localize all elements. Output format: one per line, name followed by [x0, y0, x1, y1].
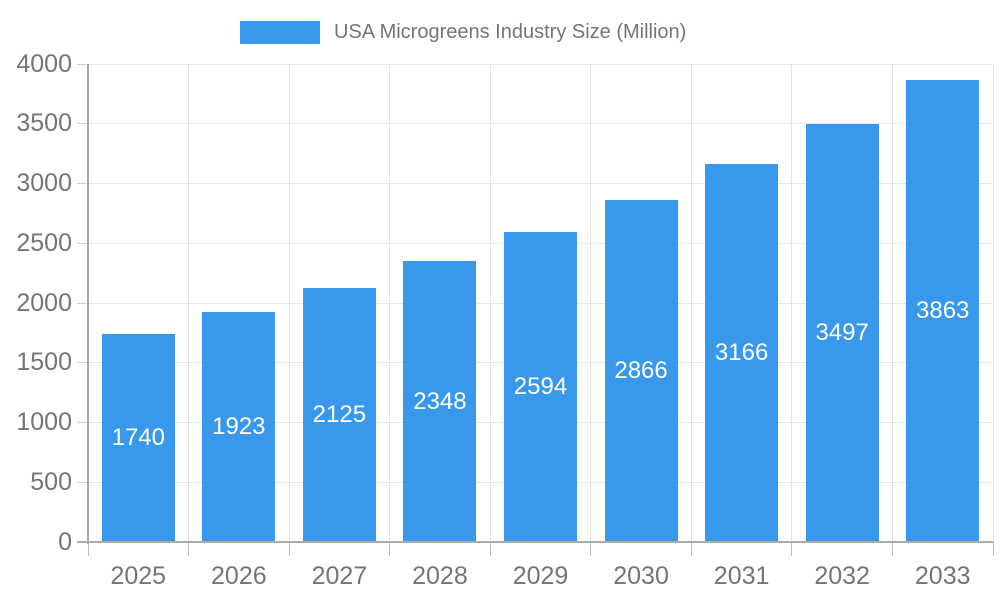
x-tick	[891, 542, 893, 556]
bar-value-label: 2348	[413, 387, 467, 415]
x-gridline	[489, 64, 491, 542]
bar-value-label: 2125	[312, 401, 367, 429]
y-tick	[77, 123, 88, 125]
x-axis-label: 2032	[814, 562, 870, 590]
y-axis-label: 1500	[16, 348, 72, 377]
x-gridline	[690, 64, 692, 542]
legend-swatch-icon	[240, 20, 320, 44]
x-axis-label: 2031	[713, 562, 770, 590]
y-axis-label: 4000	[16, 49, 72, 78]
x-axis-label: 2028	[412, 562, 468, 590]
y-axis-label: 3000	[16, 169, 72, 197]
bar-2028[interactable]: 2348	[403, 261, 477, 541]
x-axis-label: 2029	[512, 562, 569, 590]
bar-2032[interactable]: 3497	[805, 124, 879, 541]
bar-value-label: 3863	[916, 297, 970, 325]
y-axis-label: 3500	[16, 109, 72, 138]
x-gridline	[389, 64, 391, 542]
x-axis-line	[77, 541, 993, 543]
x-axis-label: 2026	[211, 562, 267, 590]
bar-value-label: 1740	[111, 424, 165, 452]
bar-value-label: 2866	[614, 356, 668, 384]
x-axis-label: 2025	[110, 562, 167, 590]
bar-value-label: 2594	[513, 373, 568, 400]
y-axis-label: 2500	[16, 228, 72, 257]
bar-value-label: 1923	[212, 413, 266, 441]
y-tick	[77, 63, 88, 65]
y-tick	[77, 481, 88, 483]
x-gridline	[791, 64, 793, 542]
x-tick	[288, 542, 290, 556]
legend[interactable]: USA Microgreens Industry Size (Million)	[240, 17, 686, 47]
x-tick	[188, 542, 190, 556]
y-tick	[77, 422, 88, 423]
bar-value-label: 3166	[714, 338, 769, 366]
x-axis-label: 2027	[311, 562, 368, 590]
x-tick	[690, 542, 692, 556]
y-axis-label: 1000	[16, 408, 72, 436]
bar-2029[interactable]: 2594	[504, 232, 577, 541]
y-tick	[77, 362, 88, 364]
x-tick	[992, 542, 994, 556]
y-tick	[77, 242, 88, 244]
x-tick	[791, 542, 793, 556]
y-axis-line	[87, 64, 89, 544]
y-gridline	[88, 183, 993, 184]
x-axis-label: 2033	[914, 562, 971, 590]
legend-label: USA Microgreens Industry Size (Million)	[334, 20, 687, 43]
x-gridline	[188, 64, 190, 542]
bar-2030[interactable]: 2866	[604, 199, 678, 541]
bar-2033[interactable]: 3863	[906, 80, 980, 541]
bar-value-label: 3497	[815, 319, 869, 347]
y-gridline	[88, 63, 993, 65]
x-tick	[489, 542, 491, 556]
x-tick	[87, 542, 89, 556]
y-tick	[77, 183, 88, 184]
x-tick	[590, 542, 592, 556]
y-axis-label: 2000	[16, 288, 72, 317]
y-axis-label: 500	[30, 467, 72, 496]
x-gridline	[590, 64, 592, 542]
x-axis-label: 2030	[613, 562, 669, 590]
x-gridline	[288, 64, 290, 542]
y-tick	[77, 302, 88, 304]
bar-2027[interactable]: 2125	[302, 288, 376, 541]
bar-2031[interactable]: 3166	[705, 163, 779, 541]
x-gridline	[992, 64, 994, 542]
x-tick	[389, 542, 391, 556]
y-gridline	[88, 123, 993, 125]
bar-2025[interactable]: 1740	[101, 334, 175, 541]
bar-2026[interactable]: 1923	[202, 312, 276, 541]
y-axis-label: 0	[58, 527, 72, 556]
x-gridline	[891, 64, 893, 542]
